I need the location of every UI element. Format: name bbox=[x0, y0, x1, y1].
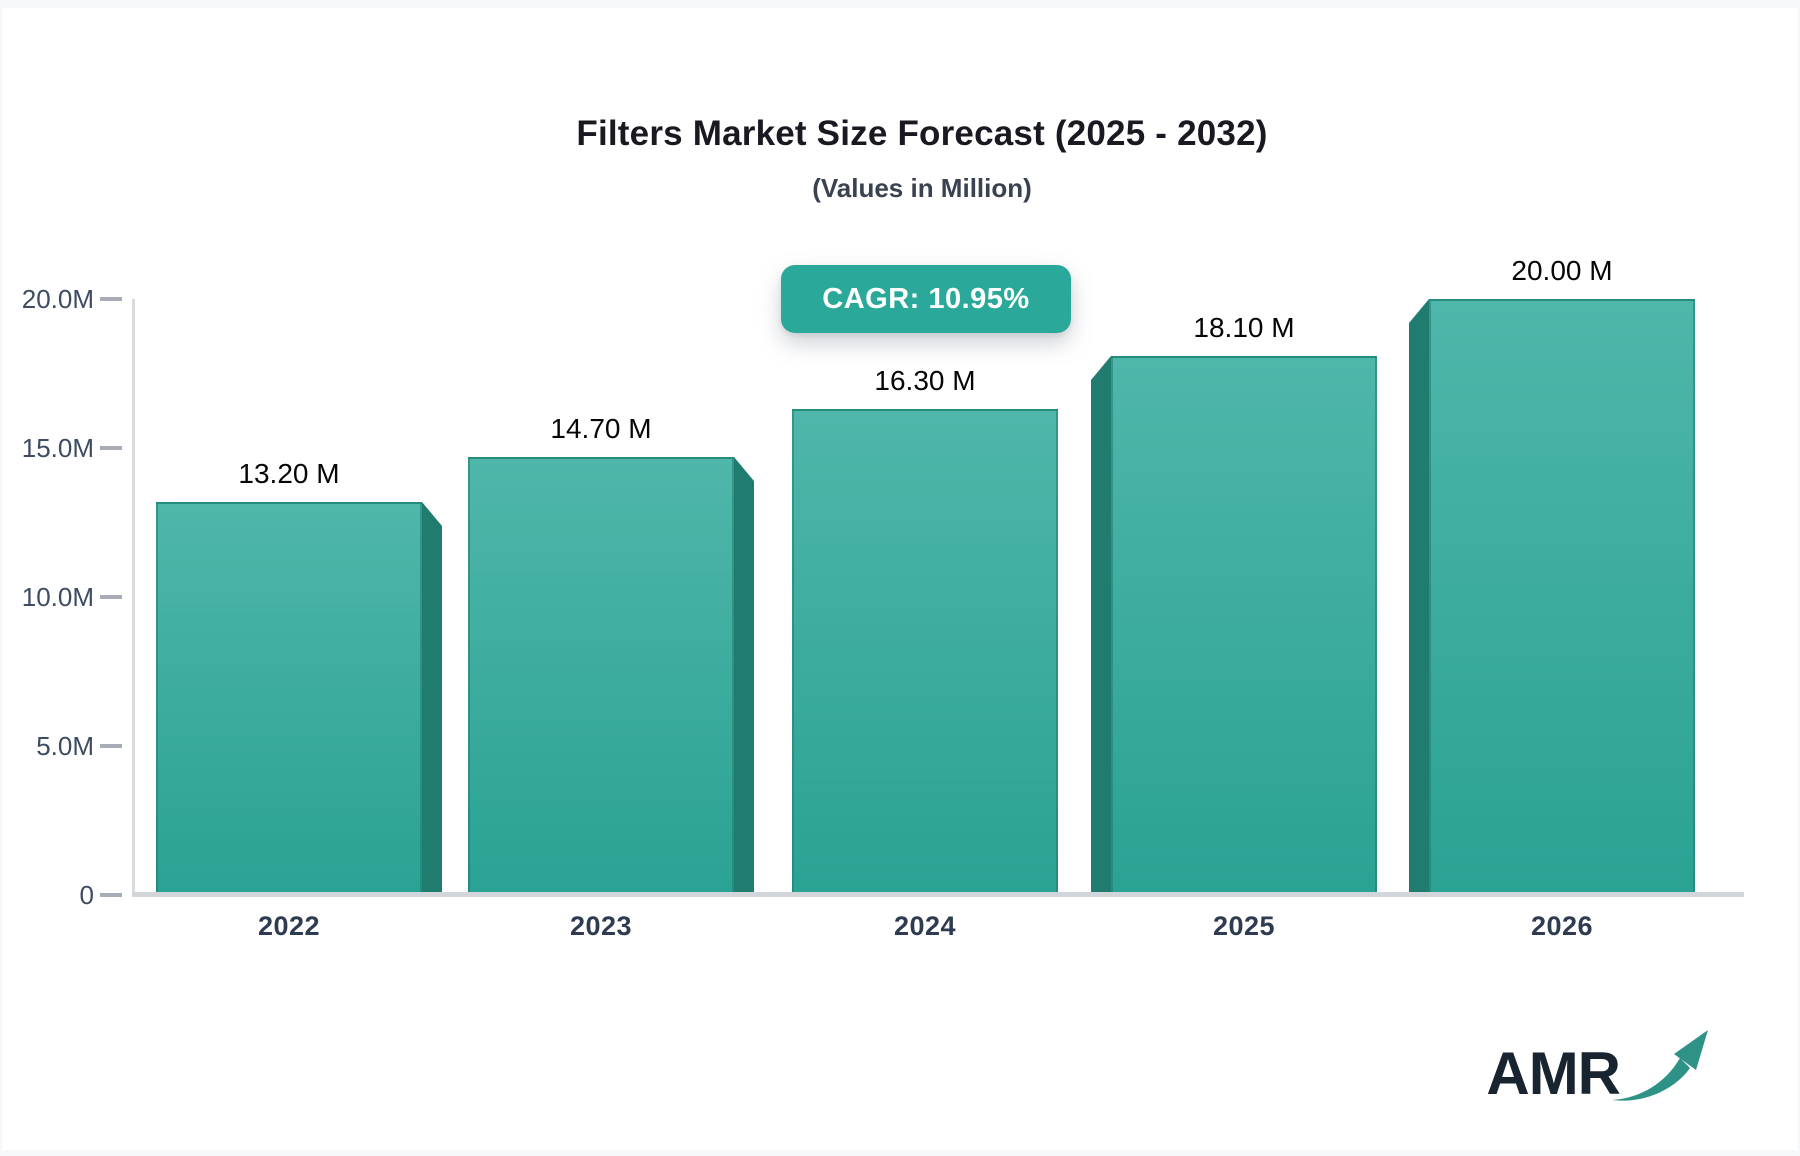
bar-2023: 14.70 M bbox=[468, 413, 754, 892]
bar-3d-side bbox=[734, 457, 754, 892]
amr-logo: AMR bbox=[1486, 1026, 1710, 1104]
bar-face bbox=[468, 457, 734, 892]
bar-face bbox=[156, 502, 422, 892]
bar-2026: 20.00 M bbox=[1409, 255, 1695, 892]
y-tick-label: 20.0M bbox=[21, 284, 94, 314]
x-axis-line bbox=[132, 892, 1744, 897]
x-tick-label: 2023 bbox=[569, 911, 633, 941]
bar-value-label: 20.00 M bbox=[1511, 255, 1613, 286]
bar-value-label: 14.70 M bbox=[550, 413, 652, 444]
x-tick-label: 2022 bbox=[257, 911, 321, 941]
y-tick-mark bbox=[100, 744, 122, 748]
x-tick-label: 2025 bbox=[1212, 911, 1276, 941]
bar-value-label: 18.10 M bbox=[1193, 312, 1295, 343]
y-tick-mark bbox=[100, 893, 122, 897]
chart-subtitle: (Values in Million) bbox=[812, 173, 1032, 203]
y-tick-label: 5.0M bbox=[36, 731, 94, 761]
bar-3d-side bbox=[1409, 299, 1429, 892]
bar-face bbox=[1111, 356, 1377, 892]
bar-value-label: 13.20 M bbox=[238, 458, 340, 489]
x-tick-label: 2024 bbox=[893, 911, 957, 941]
chart-title: Filters Market Size Forecast (2025 - 203… bbox=[576, 114, 1268, 153]
amr-logo-text: AMR bbox=[1486, 1040, 1621, 1107]
chart-card: Filters Market Size Forecast (2025 - 203… bbox=[2, 8, 1798, 1150]
bar-chart-plot: 20.0M 15.0M 10.0M 5.0M 0 13.20 M 2022 14.70 M 20… bbox=[22, 255, 1744, 941]
bar-value-label: 16.30 M bbox=[874, 365, 976, 396]
x-tick-label: 2026 bbox=[1530, 911, 1594, 941]
bar-2022: 13.20 M bbox=[156, 458, 442, 892]
cagr-badge: CAGR: 10.95% bbox=[781, 265, 1071, 333]
bar-face bbox=[1429, 299, 1695, 892]
y-axis-line bbox=[132, 299, 135, 895]
bar-face bbox=[792, 409, 1058, 892]
y-tick-label: 10.0M bbox=[21, 582, 94, 612]
bar-2024: 16.30 M bbox=[792, 365, 1058, 892]
bar-3d-side bbox=[422, 502, 442, 892]
y-tick-mark bbox=[100, 446, 122, 450]
bar-2025: 18.10 M bbox=[1091, 312, 1377, 892]
y-tick-label: 0 bbox=[79, 880, 94, 910]
bar-3d-side bbox=[1091, 356, 1111, 892]
y-tick-mark bbox=[100, 297, 122, 301]
y-tick-label: 15.0M bbox=[21, 433, 94, 463]
growth-arrow-icon bbox=[1612, 1030, 1708, 1101]
y-tick-mark bbox=[100, 595, 122, 599]
